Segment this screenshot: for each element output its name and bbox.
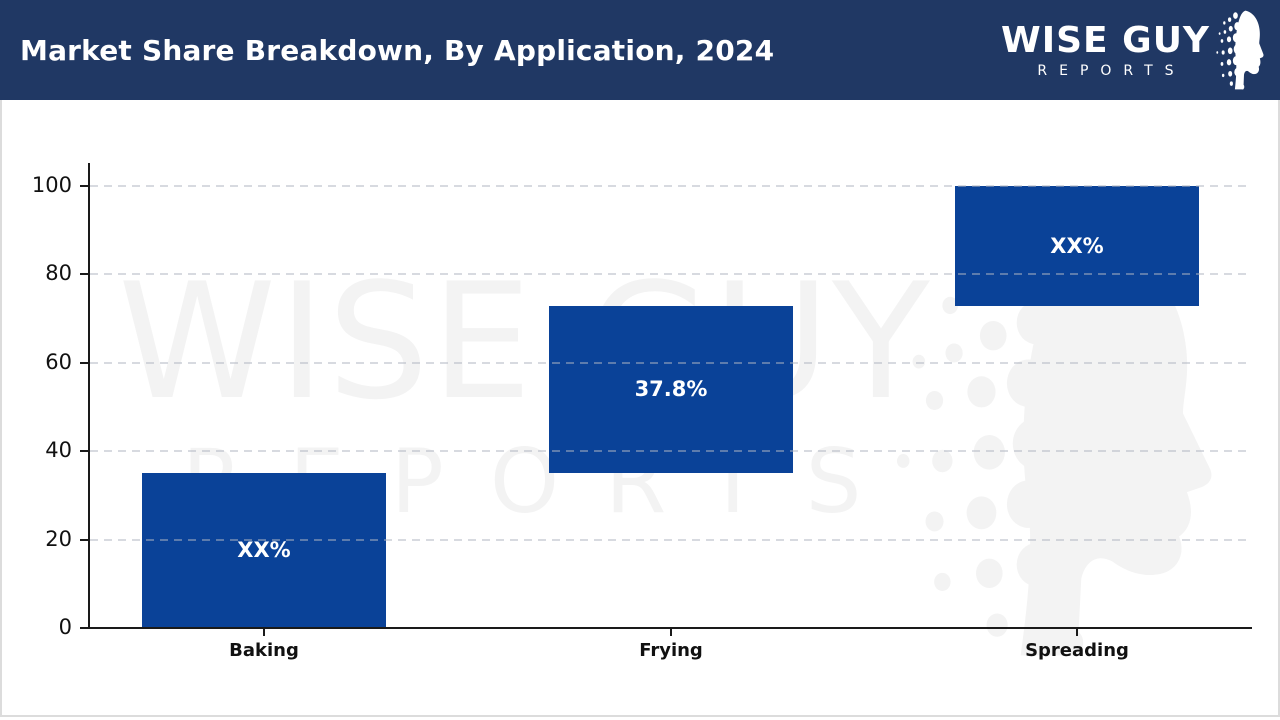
bar-frying — [549, 305, 793, 473]
logo-face-icon — [1216, 10, 1264, 90]
gridline — [90, 361, 1252, 364]
y-axis-tick-label: 60 — [45, 349, 72, 374]
y-axis-tick — [80, 450, 89, 453]
x-axis-tick — [1076, 629, 1078, 636]
gridline — [90, 538, 1252, 541]
y-axis-tick-label: 80 — [45, 261, 72, 286]
bar-value-label: XX% — [1050, 233, 1104, 258]
bar-value-label: XX% — [237, 538, 291, 563]
y-axis-tick-label: 100 — [31, 173, 72, 197]
y-axis-tick — [80, 538, 89, 541]
bar-value-label: 37.8% — [634, 377, 708, 402]
x-axis-category-label: Spreading — [1025, 640, 1129, 661]
y-axis-tick — [80, 185, 89, 187]
logo-wordmark: WISE GUY — [1000, 20, 1210, 61]
gridline — [90, 273, 1252, 276]
x-axis-category-label: Frying — [639, 640, 703, 661]
logo-text: WISE GUY REPORTS — [1000, 20, 1210, 80]
y-axis-tick — [80, 361, 89, 364]
y-axis-tick — [80, 273, 89, 276]
logo-subtitle: REPORTS — [1037, 63, 1186, 79]
wise-guy-logo: WISE GUY REPORTS — [1001, 6, 1266, 94]
header: Market Share Breakdown, By Application, … — [0, 0, 1280, 100]
bar-baking — [142, 472, 386, 628]
chart-title: Market Share Breakdown, By Application, … — [20, 33, 775, 67]
x-axis-line — [88, 627, 1252, 629]
x-axis-tick — [670, 629, 672, 636]
watermark-wordmark: WISE GUY — [118, 248, 932, 435]
y-axis-tick-label: 40 — [45, 438, 72, 463]
y-axis-tick-label: 0 — [58, 615, 72, 639]
x-axis-tick — [263, 629, 265, 636]
bar-spreading — [955, 186, 1199, 306]
gridline — [90, 450, 1252, 453]
gridline — [90, 185, 1252, 187]
y-axis-line — [88, 163, 90, 629]
x-axis-category-label: Baking — [229, 640, 299, 661]
y-axis-tick-label: 20 — [45, 526, 72, 551]
y-axis-tick — [80, 627, 89, 629]
